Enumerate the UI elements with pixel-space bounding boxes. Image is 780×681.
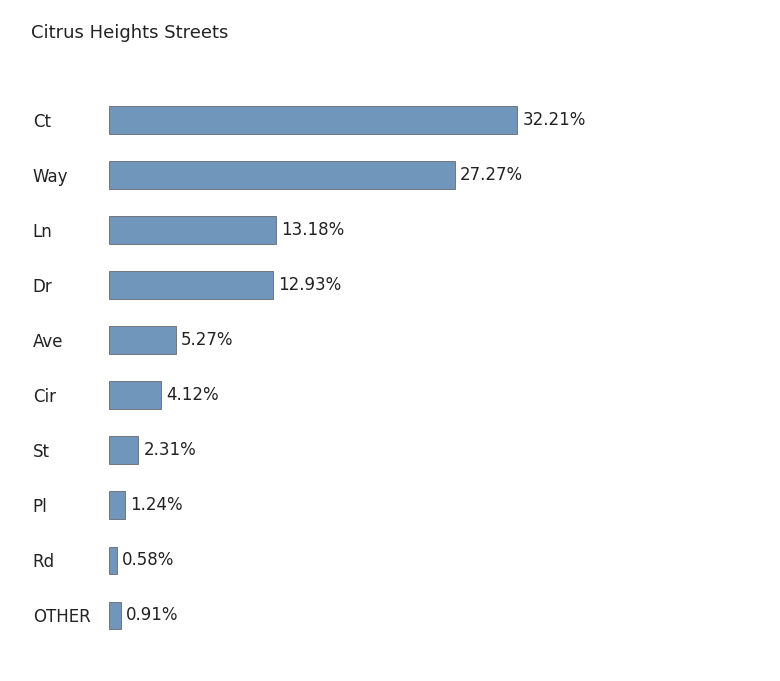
Text: 27.27%: 27.27% [460,166,523,185]
Text: Citrus Heights Streets: Citrus Heights Streets [31,24,229,42]
Text: 32.21%: 32.21% [523,111,586,129]
Bar [109,106,517,134]
Text: 12.93%: 12.93% [278,276,342,294]
Bar [109,492,125,519]
Text: 13.18%: 13.18% [282,221,345,239]
Text: 0.58%: 0.58% [122,551,174,569]
Bar [109,161,455,189]
Bar [109,381,161,409]
Text: 4.12%: 4.12% [166,386,219,405]
Bar [109,272,273,299]
Bar [109,326,176,354]
Text: 5.27%: 5.27% [181,331,233,349]
Text: 0.91%: 0.91% [126,606,179,624]
Text: 1.24%: 1.24% [130,496,183,514]
Bar [109,546,116,574]
Bar [109,601,121,629]
Text: 2.31%: 2.31% [144,441,197,459]
Bar [109,437,139,464]
Bar [109,217,276,244]
